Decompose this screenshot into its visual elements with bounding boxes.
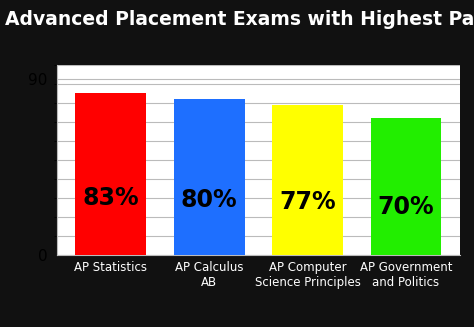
Bar bbox=[272, 105, 343, 255]
Text: 70%: 70% bbox=[378, 195, 434, 219]
Bar bbox=[173, 99, 245, 255]
Text: 83%: 83% bbox=[82, 186, 139, 210]
Text: Advanced Placement Exams with Highest Pass Rates: Advanced Placement Exams with Highest Pa… bbox=[5, 10, 474, 29]
Bar bbox=[371, 118, 441, 255]
Bar bbox=[75, 93, 146, 255]
Text: 77%: 77% bbox=[279, 190, 336, 215]
Text: 80%: 80% bbox=[181, 188, 237, 212]
